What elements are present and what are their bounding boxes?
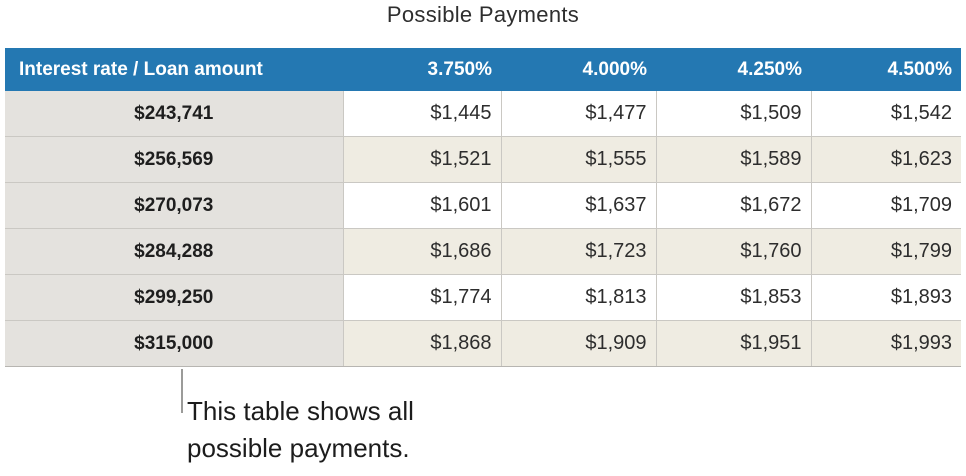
payment-cell: $1,637 [500, 182, 656, 229]
loan-amount-cell: $284,288 [5, 228, 343, 275]
rate-column-header: 4.250% [656, 48, 811, 91]
payment-cell: $1,813 [500, 274, 656, 321]
rate-column-header: 3.750% [343, 48, 501, 91]
loan-amount-cell: $243,741 [5, 91, 343, 137]
payment-cell: $1,723 [500, 228, 656, 275]
payment-cell: $1,445 [342, 91, 501, 137]
header-row: Interest rate / Loan amount 3.750% 4.000… [5, 48, 961, 91]
payment-cell: $1,853 [655, 274, 811, 321]
payment-cell: $1,672 [655, 182, 811, 229]
callout-text-line-2: possible payments. [187, 433, 410, 463]
payment-cell: $1,477 [500, 91, 656, 137]
table-row: $256,569 $1,521 $1,555 $1,589 $1,623 [5, 136, 961, 183]
rate-column-header: 4.500% [811, 48, 961, 91]
table-row: $299,250 $1,774 $1,813 $1,853 $1,893 [5, 274, 961, 321]
table-row: $315,000 $1,868 $1,909 $1,951 $1,993 [5, 320, 961, 367]
interest-rate-loan-amount-header: Interest rate / Loan amount [5, 48, 343, 91]
loan-amount-cell: $270,073 [5, 182, 343, 229]
payment-cell: $1,760 [655, 228, 811, 275]
payment-cell: $1,686 [342, 228, 501, 275]
payment-cell: $1,774 [342, 274, 501, 321]
loan-amount-cell: $315,000 [5, 320, 343, 367]
payment-cell: $1,909 [500, 320, 656, 367]
payment-cell: $1,993 [810, 320, 961, 367]
loan-amount-cell: $256,569 [5, 136, 343, 183]
table-header: Interest rate / Loan amount 3.750% 4.000… [5, 48, 961, 91]
payment-cell: $1,542 [810, 91, 961, 137]
page-title: Possible Payments [386, 2, 580, 27]
callout-text: This table shows all possible payments. [187, 393, 414, 467]
payment-cell: $1,709 [810, 182, 961, 229]
payment-cell: $1,601 [342, 182, 501, 229]
payment-cell: $1,623 [810, 136, 961, 183]
callout-text-line-1: This table shows all [187, 396, 414, 426]
payment-cell: $1,868 [342, 320, 501, 367]
table-row: $243,741 $1,445 $1,477 $1,509 $1,542 [5, 91, 961, 137]
table-body: $243,741 $1,445 $1,477 $1,509 $1,542 $256,569… [5, 91, 961, 367]
possible-payments-table: Interest rate / Loan amount 3.750% 4.000… [5, 48, 961, 367]
payment-cell: $1,509 [655, 91, 811, 137]
callout-connector-line [181, 369, 183, 413]
payment-cell: $1,799 [810, 228, 961, 275]
table-row: $270,073 $1,601 $1,637 $1,672 $1,709 [5, 182, 961, 229]
payment-cell: $1,589 [655, 136, 811, 183]
table-row: $284,288 $1,686 $1,723 $1,760 $1,799 [5, 228, 961, 275]
payment-cell: $1,893 [810, 274, 961, 321]
loan-amount-cell: $299,250 [5, 274, 343, 321]
payment-cell: $1,951 [655, 320, 811, 367]
payment-cell: $1,555 [500, 136, 656, 183]
rate-column-header: 4.000% [501, 48, 656, 91]
payment-cell: $1,521 [342, 136, 501, 183]
